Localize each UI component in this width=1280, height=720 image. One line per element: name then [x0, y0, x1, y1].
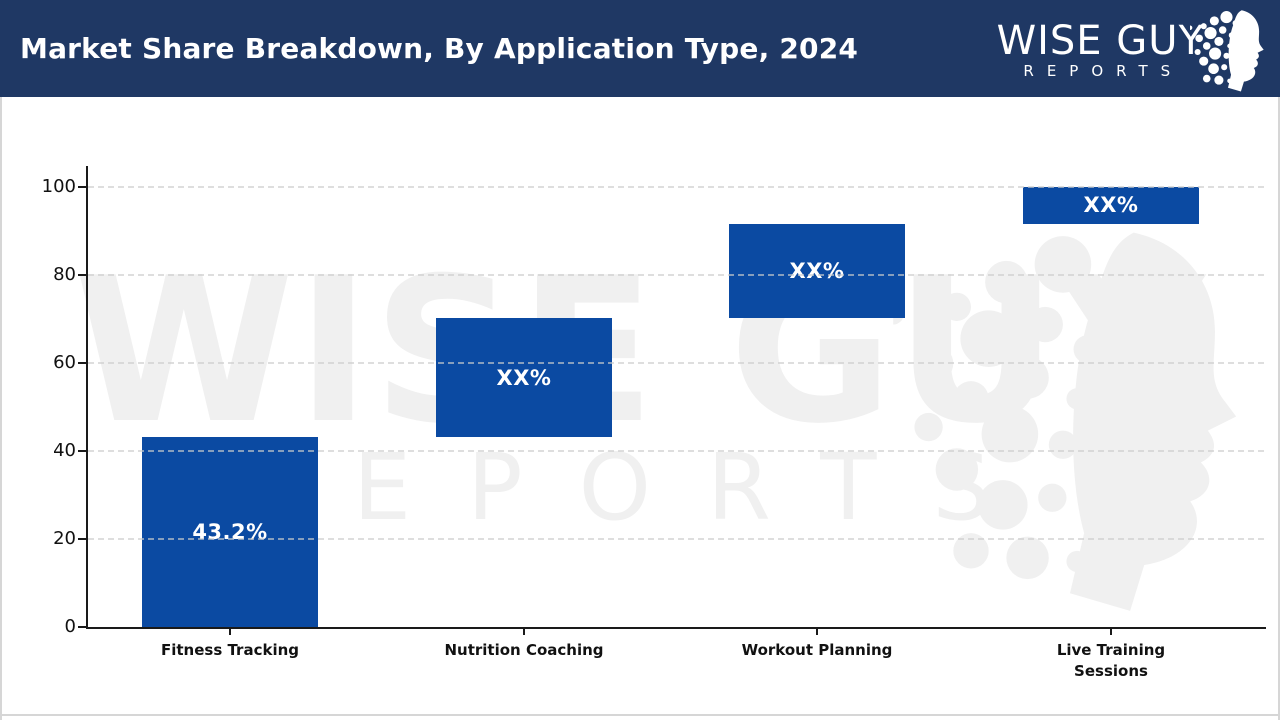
watermark-subtext: REPORTS — [233, 434, 1047, 541]
bar-value-label: XX% — [789, 258, 845, 283]
y-tick-mark — [78, 186, 86, 188]
chart-title: Market Share Breakdown, By Application T… — [20, 32, 859, 65]
x-axis-line — [86, 627, 1266, 629]
x-category-label: Live Training Sessions — [1056, 641, 1166, 680]
grid-line — [88, 538, 1264, 540]
y-tick-label: 60 — [53, 352, 76, 373]
grid-line — [88, 362, 1264, 364]
y-tick-label: 40 — [53, 440, 76, 461]
y-tick-mark — [78, 274, 86, 276]
y-tick-label: 100 — [41, 176, 76, 197]
panel-border-bottom — [0, 714, 1280, 716]
brand-subtext: REPORTS — [1023, 62, 1184, 80]
bar-value-label: 43.2% — [192, 519, 268, 544]
x-category-label: Nutrition Coaching — [444, 641, 604, 659]
x-tick-mark — [1110, 629, 1112, 635]
x-tick-mark — [229, 629, 231, 635]
x-category-label: Workout Planning — [741, 641, 893, 659]
watermark-face-icon — [890, 222, 1250, 618]
x-tick-mark — [523, 629, 525, 635]
y-tick-label: 20 — [53, 528, 76, 549]
bar: XX% — [729, 223, 905, 319]
header-banner: Market Share Breakdown, By Application T… — [0, 0, 1280, 97]
y-tick-mark — [78, 450, 86, 452]
x-tick-mark — [816, 629, 818, 635]
y-tick-mark — [78, 626, 86, 628]
brand-logo: WISE GUY REPORTS — [997, 6, 1266, 94]
y-tick-label: 80 — [53, 264, 76, 285]
grid-line — [88, 450, 1264, 452]
y-tick-mark — [78, 538, 86, 540]
grid-line — [88, 274, 1264, 276]
bar: 43.2% — [142, 436, 318, 627]
panel-border-right — [1278, 97, 1280, 720]
bar-value-label: XX% — [1083, 193, 1139, 218]
bar: XX% — [1023, 187, 1199, 224]
y-tick-mark — [78, 362, 86, 364]
panel-border-left — [0, 97, 2, 720]
wiseguy-face-icon — [1190, 8, 1266, 93]
x-category-label: Fitness Tracking — [160, 641, 300, 659]
bar-value-label: XX% — [496, 365, 552, 390]
bar: XX% — [436, 318, 612, 437]
y-axis-line — [86, 166, 88, 629]
y-tick-label: 0 — [64, 616, 76, 637]
grid-line — [88, 186, 1264, 188]
brand-wordmark: WISE GUY — [996, 18, 1204, 64]
